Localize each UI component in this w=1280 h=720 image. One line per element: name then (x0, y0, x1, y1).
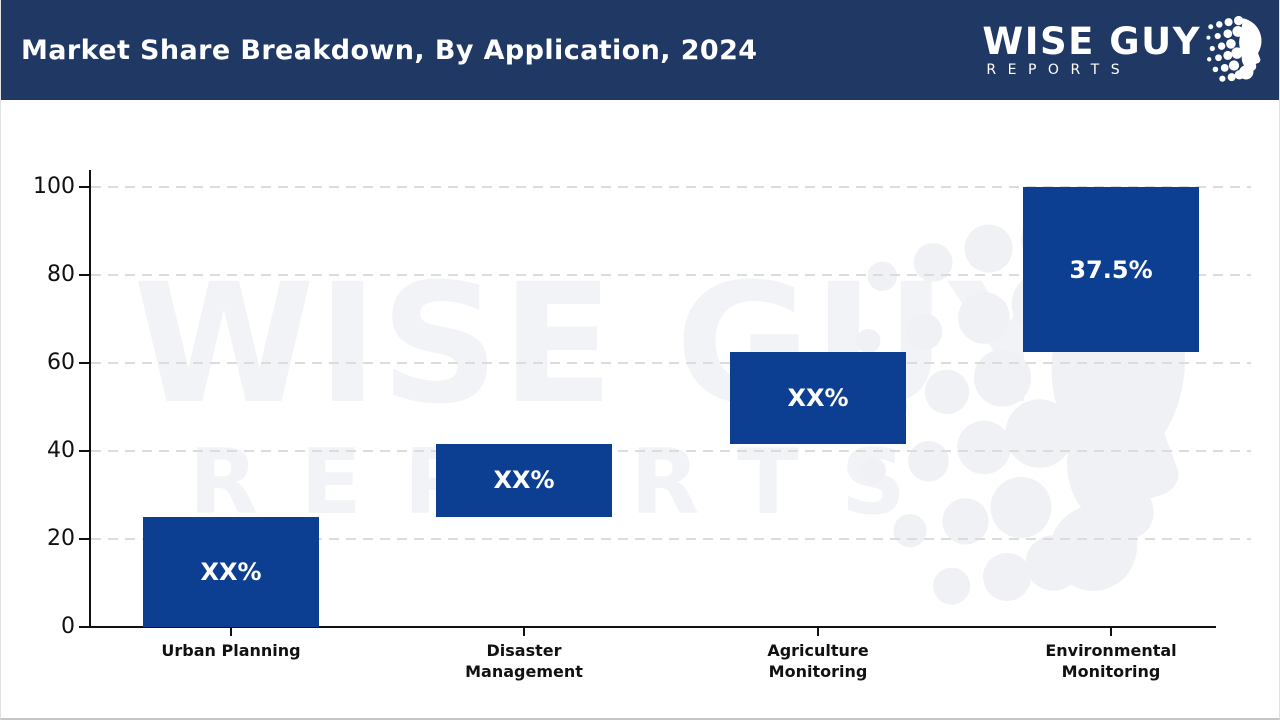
bar-value-label-3: 37.5% (1069, 255, 1153, 284)
bar-1: XX% (436, 443, 612, 517)
logo-face-icon (1206, 15, 1262, 82)
bar-3: 37.5% (1023, 187, 1199, 352)
x-tick-mark-3 (1110, 627, 1112, 636)
chart-title: Market Share Breakdown, By Application, … (21, 34, 758, 66)
x-category-label-3: Environmental Monitoring (1045, 641, 1177, 681)
x-tick-mark-2 (817, 627, 819, 636)
header-bar: Market Share Breakdown, By Application, … (1, 0, 1279, 100)
y-tick-label-20: 20 (47, 526, 75, 551)
bar-value-label-1: XX% (493, 466, 555, 495)
x-axis-line (79, 626, 1216, 628)
gridline-20 (91, 538, 1251, 540)
y-axis-line (89, 170, 91, 628)
y-tick-label-100: 100 (33, 174, 75, 199)
y-tick-mark-60 (79, 362, 91, 364)
bar-value-label-2: XX% (787, 383, 849, 412)
logo-subtitle: REPORTS (986, 62, 1132, 78)
y-tick-label-40: 40 (47, 438, 75, 463)
bar-2: XX% (730, 352, 906, 444)
y-tick-mark-0 (79, 626, 91, 628)
x-tick-mark-1 (523, 627, 525, 636)
logo-wordmark: WISE GUY (982, 20, 1201, 63)
logo-text: WISE GUY REPORTS (982, 23, 1201, 77)
y-tick-mark-20 (79, 538, 91, 540)
y-tick-label-0: 0 (61, 614, 75, 639)
bar-value-label-0: XX% (200, 558, 262, 586)
x-category-label-1: Disaster Management (465, 641, 583, 681)
gridline-100 (91, 186, 1251, 188)
y-tick-label-80: 80 (47, 262, 75, 287)
wise-guy-logo: WISE GUY REPORTS (982, 8, 1265, 92)
gridline-40 (91, 450, 1251, 452)
y-tick-label-60: 60 (47, 350, 75, 375)
x-tick-mark-0 (230, 627, 232, 636)
y-tick-mark-80 (79, 274, 91, 276)
y-tick-mark-40 (79, 450, 91, 452)
gridline-80 (91, 274, 1251, 276)
x-category-label-2: Agriculture Monitoring (767, 641, 869, 681)
bar-0: XX% (143, 517, 319, 627)
y-tick-mark-100 (79, 186, 91, 188)
x-category-label-0: Urban Planning (161, 641, 301, 660)
gridline-60 (91, 362, 1251, 364)
